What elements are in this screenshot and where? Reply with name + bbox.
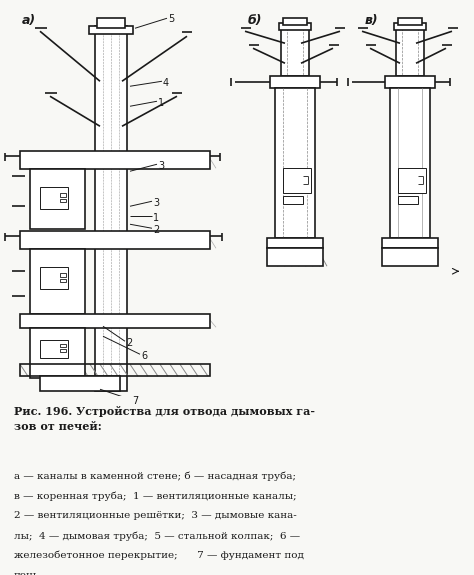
Bar [398,18,422,25]
Bar [267,248,323,266]
Bar [40,187,68,209]
Text: Рис. 196. Устройства для отвода дымовых га-
зов от печей:: Рис. 196. Устройства для отвода дымовых … [14,406,315,432]
Bar [60,193,66,197]
Bar [283,168,311,193]
Bar [283,196,303,204]
Bar [60,279,66,282]
Bar [30,328,85,378]
Text: а — каналы в каменной стене; б — насадная труба;: а — каналы в каменной стене; б — насадна… [14,472,296,481]
Bar [97,18,125,28]
Bar [396,28,424,76]
Text: в): в) [365,14,379,27]
Text: 2: 2 [126,338,132,348]
Bar [281,28,309,76]
Bar [382,238,438,248]
Text: печь: печь [14,570,39,575]
Bar [283,18,307,25]
Text: 7: 7 [132,396,138,407]
Bar [40,267,68,289]
Bar [95,26,127,391]
Bar [390,88,430,238]
Bar [270,76,320,88]
Text: 3: 3 [158,161,164,171]
Bar [267,238,323,248]
Bar [20,231,210,249]
Bar [60,273,66,277]
Text: б): б) [248,14,263,27]
Bar [30,249,85,315]
Bar [275,88,315,238]
Text: 2: 2 [153,225,159,235]
Text: в — коренная труба;  1 — вентиляционные каналы;: в — коренная труба; 1 — вентиляционные к… [14,491,297,501]
Bar [60,344,66,347]
Bar [30,169,85,229]
Bar [382,248,438,266]
Text: а): а) [22,14,36,27]
Bar [40,340,68,358]
Text: лы;  4 — дымовая труба;  5 — стальной колпак;  6 —: лы; 4 — дымовая труба; 5 — стальной колп… [14,531,300,540]
Bar [385,76,435,88]
Text: 3: 3 [153,198,159,208]
Text: 2 — вентиляционные решётки;  3 — дымовые кана-: 2 — вентиляционные решётки; 3 — дымовые … [14,511,297,520]
Bar [394,23,426,30]
Bar [20,364,210,376]
Bar [279,23,311,30]
Text: 5: 5 [168,14,174,24]
Bar [20,315,210,328]
Bar [60,200,66,202]
Bar [40,376,120,391]
Bar [89,26,133,34]
Bar [398,168,426,193]
Text: 1: 1 [158,98,164,108]
Bar [96,27,126,390]
Bar [60,349,66,352]
Text: 6: 6 [141,351,147,361]
Text: 1: 1 [153,213,159,223]
Text: железобетонное перекрытие;      7 — фундамент под: железобетонное перекрытие; 7 — фундамент… [14,551,304,561]
Text: 4: 4 [163,78,169,88]
Bar [398,196,418,204]
Bar [20,151,210,169]
